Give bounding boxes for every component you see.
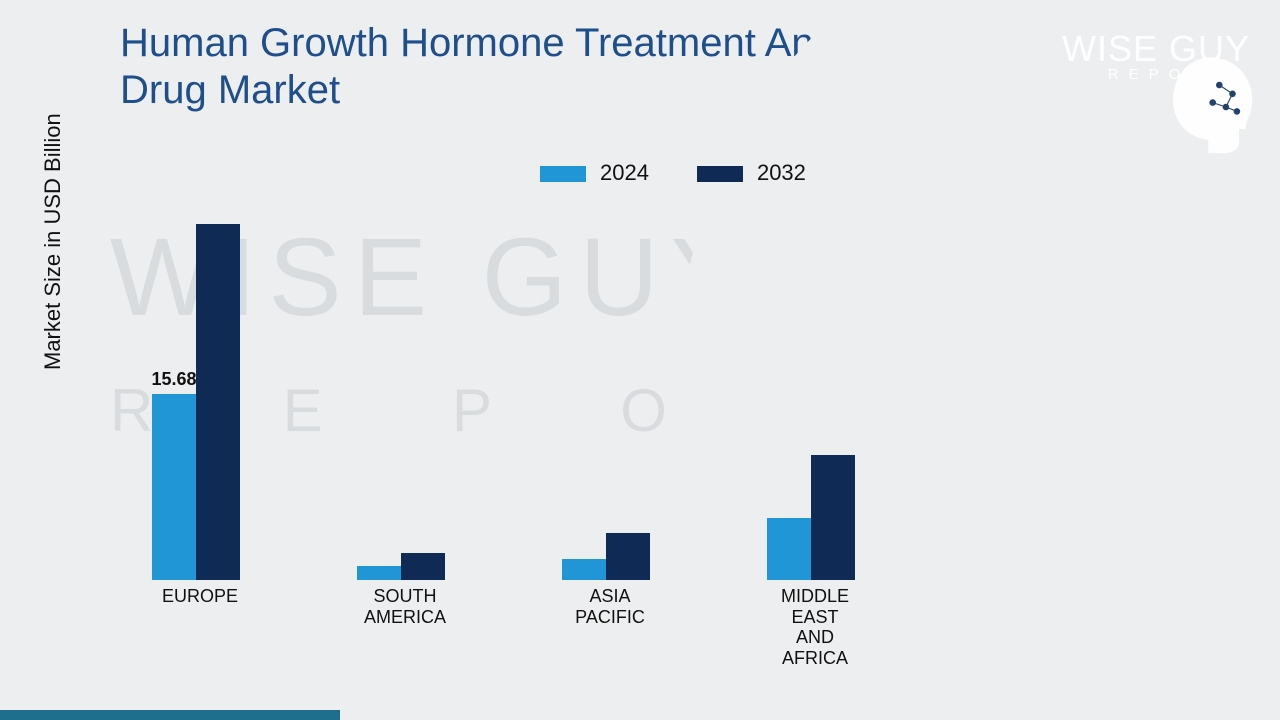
legend-swatch-2024 — [540, 166, 586, 182]
plot-area: 15.68EUROPESOUTH AMERICAASIA PACIFICMIDD… — [130, 200, 950, 580]
legend-item-2024: 2024 — [540, 160, 649, 186]
bottom-accent-bar — [0, 710, 340, 720]
bar-2032 — [811, 455, 855, 580]
x-tick-label: MIDDLE EAST AND AFRICA — [735, 586, 895, 669]
bar-2024 — [562, 559, 606, 580]
page-root: WISE GUY REPORTS WISE GUY R E P O R T S … — [0, 0, 1280, 720]
legend-swatch-2032 — [697, 166, 743, 182]
x-tick-label: EUROPE — [120, 586, 280, 607]
legend-item-2032: 2032 — [697, 160, 806, 186]
bar-2024: 15.68 — [152, 394, 196, 580]
bar-2032 — [196, 224, 240, 580]
y-axis-label: Market Size in USD Billion — [40, 113, 66, 370]
x-tick-label: SOUTH AMERICA — [325, 586, 485, 627]
bar-2024 — [357, 566, 401, 580]
bar-2032 — [606, 533, 650, 581]
x-tick-label: ASIA PACIFIC — [530, 586, 690, 627]
chart-area: Market Size in USD Billion 2024 2032 15.… — [60, 160, 960, 690]
bar-2032 — [401, 553, 445, 580]
bar-2024 — [767, 518, 811, 580]
brand-logo: WISE GUY REPORTS — [1062, 28, 1250, 83]
bar-value-label: 15.68 — [151, 369, 196, 390]
legend: 2024 2032 — [540, 160, 806, 186]
brand-head-icon — [1153, 52, 1268, 162]
